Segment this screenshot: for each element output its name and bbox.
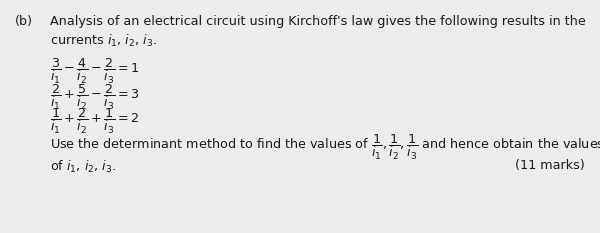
Text: Use the determinant method to find the values of $\dfrac{1}{i_1}, \dfrac{1}{i_2}: Use the determinant method to find the v…: [50, 133, 600, 162]
Text: $\dfrac{1}{i_1} + \dfrac{2}{i_2} + \dfrac{1}{i_3} = 2$: $\dfrac{1}{i_1} + \dfrac{2}{i_2} + \dfra…: [50, 107, 139, 136]
Text: Analysis of an electrical circuit using Kirchoff's law gives the following resul: Analysis of an electrical circuit using …: [50, 15, 586, 28]
Text: currents $i_1$, $i_2$, $i_3$.: currents $i_1$, $i_2$, $i_3$.: [50, 33, 157, 49]
Text: of $i_1$, $i_2$, $i_3$.: of $i_1$, $i_2$, $i_3$.: [50, 159, 116, 175]
Text: $\dfrac{2}{i_1} + \dfrac{5}{i_2} - \dfrac{2}{i_3} = 3$: $\dfrac{2}{i_1} + \dfrac{5}{i_2} - \dfra…: [50, 83, 140, 112]
Text: (11 marks): (11 marks): [515, 159, 585, 172]
Text: $\dfrac{3}{i_1} - \dfrac{4}{i_2} - \dfrac{2}{i_3} = 1$: $\dfrac{3}{i_1} - \dfrac{4}{i_2} - \dfra…: [50, 57, 139, 86]
Text: (b): (b): [15, 15, 33, 28]
